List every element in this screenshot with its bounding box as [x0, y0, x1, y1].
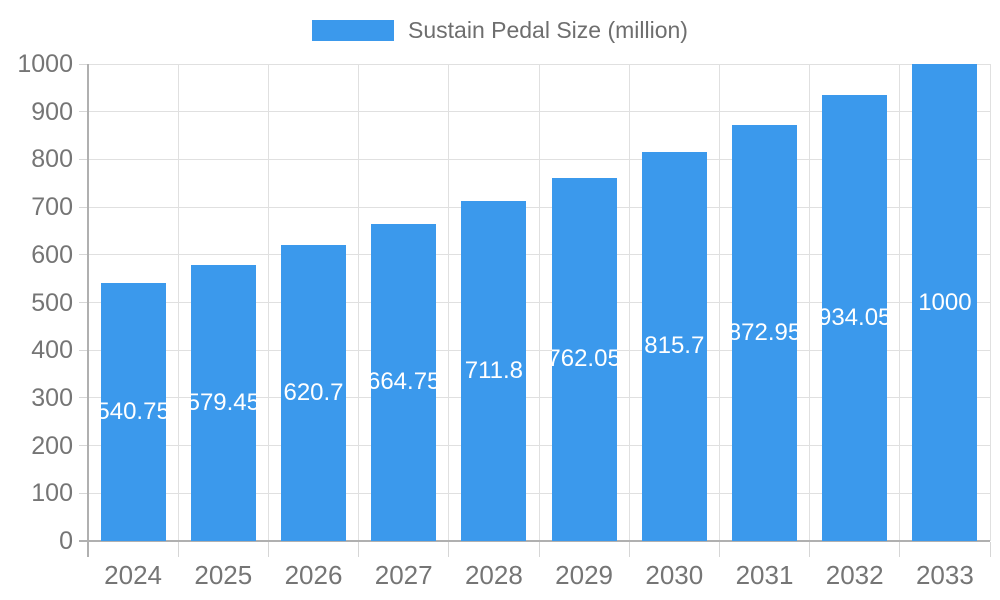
v-gridline — [809, 64, 811, 541]
y-tick — [79, 63, 88, 65]
legend-swatch[interactable] — [312, 19, 395, 41]
x-axis-label: 2032 — [825, 560, 884, 590]
v-gridline — [628, 64, 630, 541]
x-tick — [628, 542, 630, 557]
v-gridline — [899, 64, 901, 541]
bar-value-label: 664.75 — [371, 368, 437, 396]
bar-value-label: 620.7 — [283, 378, 344, 406]
x-axis-label: 2030 — [645, 560, 704, 590]
x-tick — [267, 542, 269, 557]
y-axis-label: 700 — [31, 193, 73, 222]
x-tick — [809, 542, 811, 557]
x-tick — [538, 542, 540, 557]
y-tick — [79, 492, 88, 494]
y-axis-label: 900 — [31, 97, 73, 126]
bar[interactable]: 1000 — [912, 64, 978, 541]
x-axis-label: 2029 — [555, 560, 614, 590]
y-tick — [79, 254, 88, 256]
y-axis-line — [86, 64, 89, 557]
x-axis-label: 2033 — [915, 560, 974, 590]
bar[interactable]: 711.8 — [461, 201, 527, 541]
x-tick — [718, 542, 720, 557]
x-tick — [899, 542, 901, 557]
bar-value-label: 815.7 — [644, 332, 705, 360]
bar[interactable]: 872.95 — [732, 124, 797, 541]
v-gridline — [718, 64, 720, 541]
y-axis-label: 1000 — [17, 50, 73, 78]
y-axis-label: 600 — [31, 240, 73, 269]
bar[interactable]: 579.45 — [190, 264, 256, 541]
bar-value-label: 1000 — [918, 288, 972, 316]
v-gridline — [267, 64, 269, 541]
x-tick — [358, 542, 360, 557]
x-tick — [177, 542, 179, 557]
bar-value-label: 762.05 — [551, 345, 617, 373]
bar[interactable]: 540.75 — [100, 283, 166, 541]
y-tick — [79, 302, 88, 303]
bar[interactable]: 815.7 — [641, 151, 707, 541]
bar-value-label: 872.95 — [732, 318, 797, 346]
x-axis-label: 2024 — [104, 560, 163, 590]
y-axis-label: 400 — [31, 336, 73, 365]
bar-value-label: 579.45 — [190, 388, 256, 416]
x-tick — [448, 542, 450, 557]
x-axis-label: 2025 — [194, 560, 253, 590]
x-tick — [989, 542, 991, 557]
x-axis-label: 2026 — [284, 560, 343, 590]
legend[interactable]: Sustain Pedal Size (million) — [0, 14, 1000, 46]
bar[interactable]: 762.05 — [551, 177, 617, 541]
v-gridline — [177, 64, 179, 541]
legend-label: Sustain Pedal Size (million) — [408, 16, 688, 43]
v-gridline — [448, 64, 450, 541]
y-axis-label: 500 — [31, 288, 73, 317]
y-axis-label: 0 — [59, 527, 73, 555]
v-gridline — [358, 64, 360, 541]
bar[interactable]: 620.7 — [281, 244, 346, 541]
y-tick — [79, 397, 88, 399]
bar-value-label: 711.8 — [464, 357, 524, 385]
bar[interactable]: 664.75 — [371, 223, 437, 541]
y-tick — [79, 111, 88, 113]
bar[interactable]: 934.05 — [822, 95, 888, 541]
y-axis-label: 300 — [31, 383, 73, 412]
y-tick — [79, 158, 88, 160]
x-axis-line — [79, 540, 990, 542]
x-axis-label: 2031 — [735, 560, 794, 590]
x-axis-label: 2027 — [374, 560, 433, 590]
x-axis-label: 2028 — [464, 560, 523, 590]
y-axis-label: 200 — [31, 431, 73, 460]
v-gridline — [989, 64, 991, 541]
bar-value-label: 540.75 — [100, 398, 166, 426]
v-gridline — [538, 64, 540, 541]
y-tick — [79, 349, 88, 351]
y-axis-label: 100 — [31, 479, 73, 508]
y-tick — [79, 206, 88, 208]
y-axis-label: 800 — [31, 145, 73, 174]
bar-value-label: 934.05 — [822, 304, 888, 332]
y-tick — [79, 445, 88, 447]
